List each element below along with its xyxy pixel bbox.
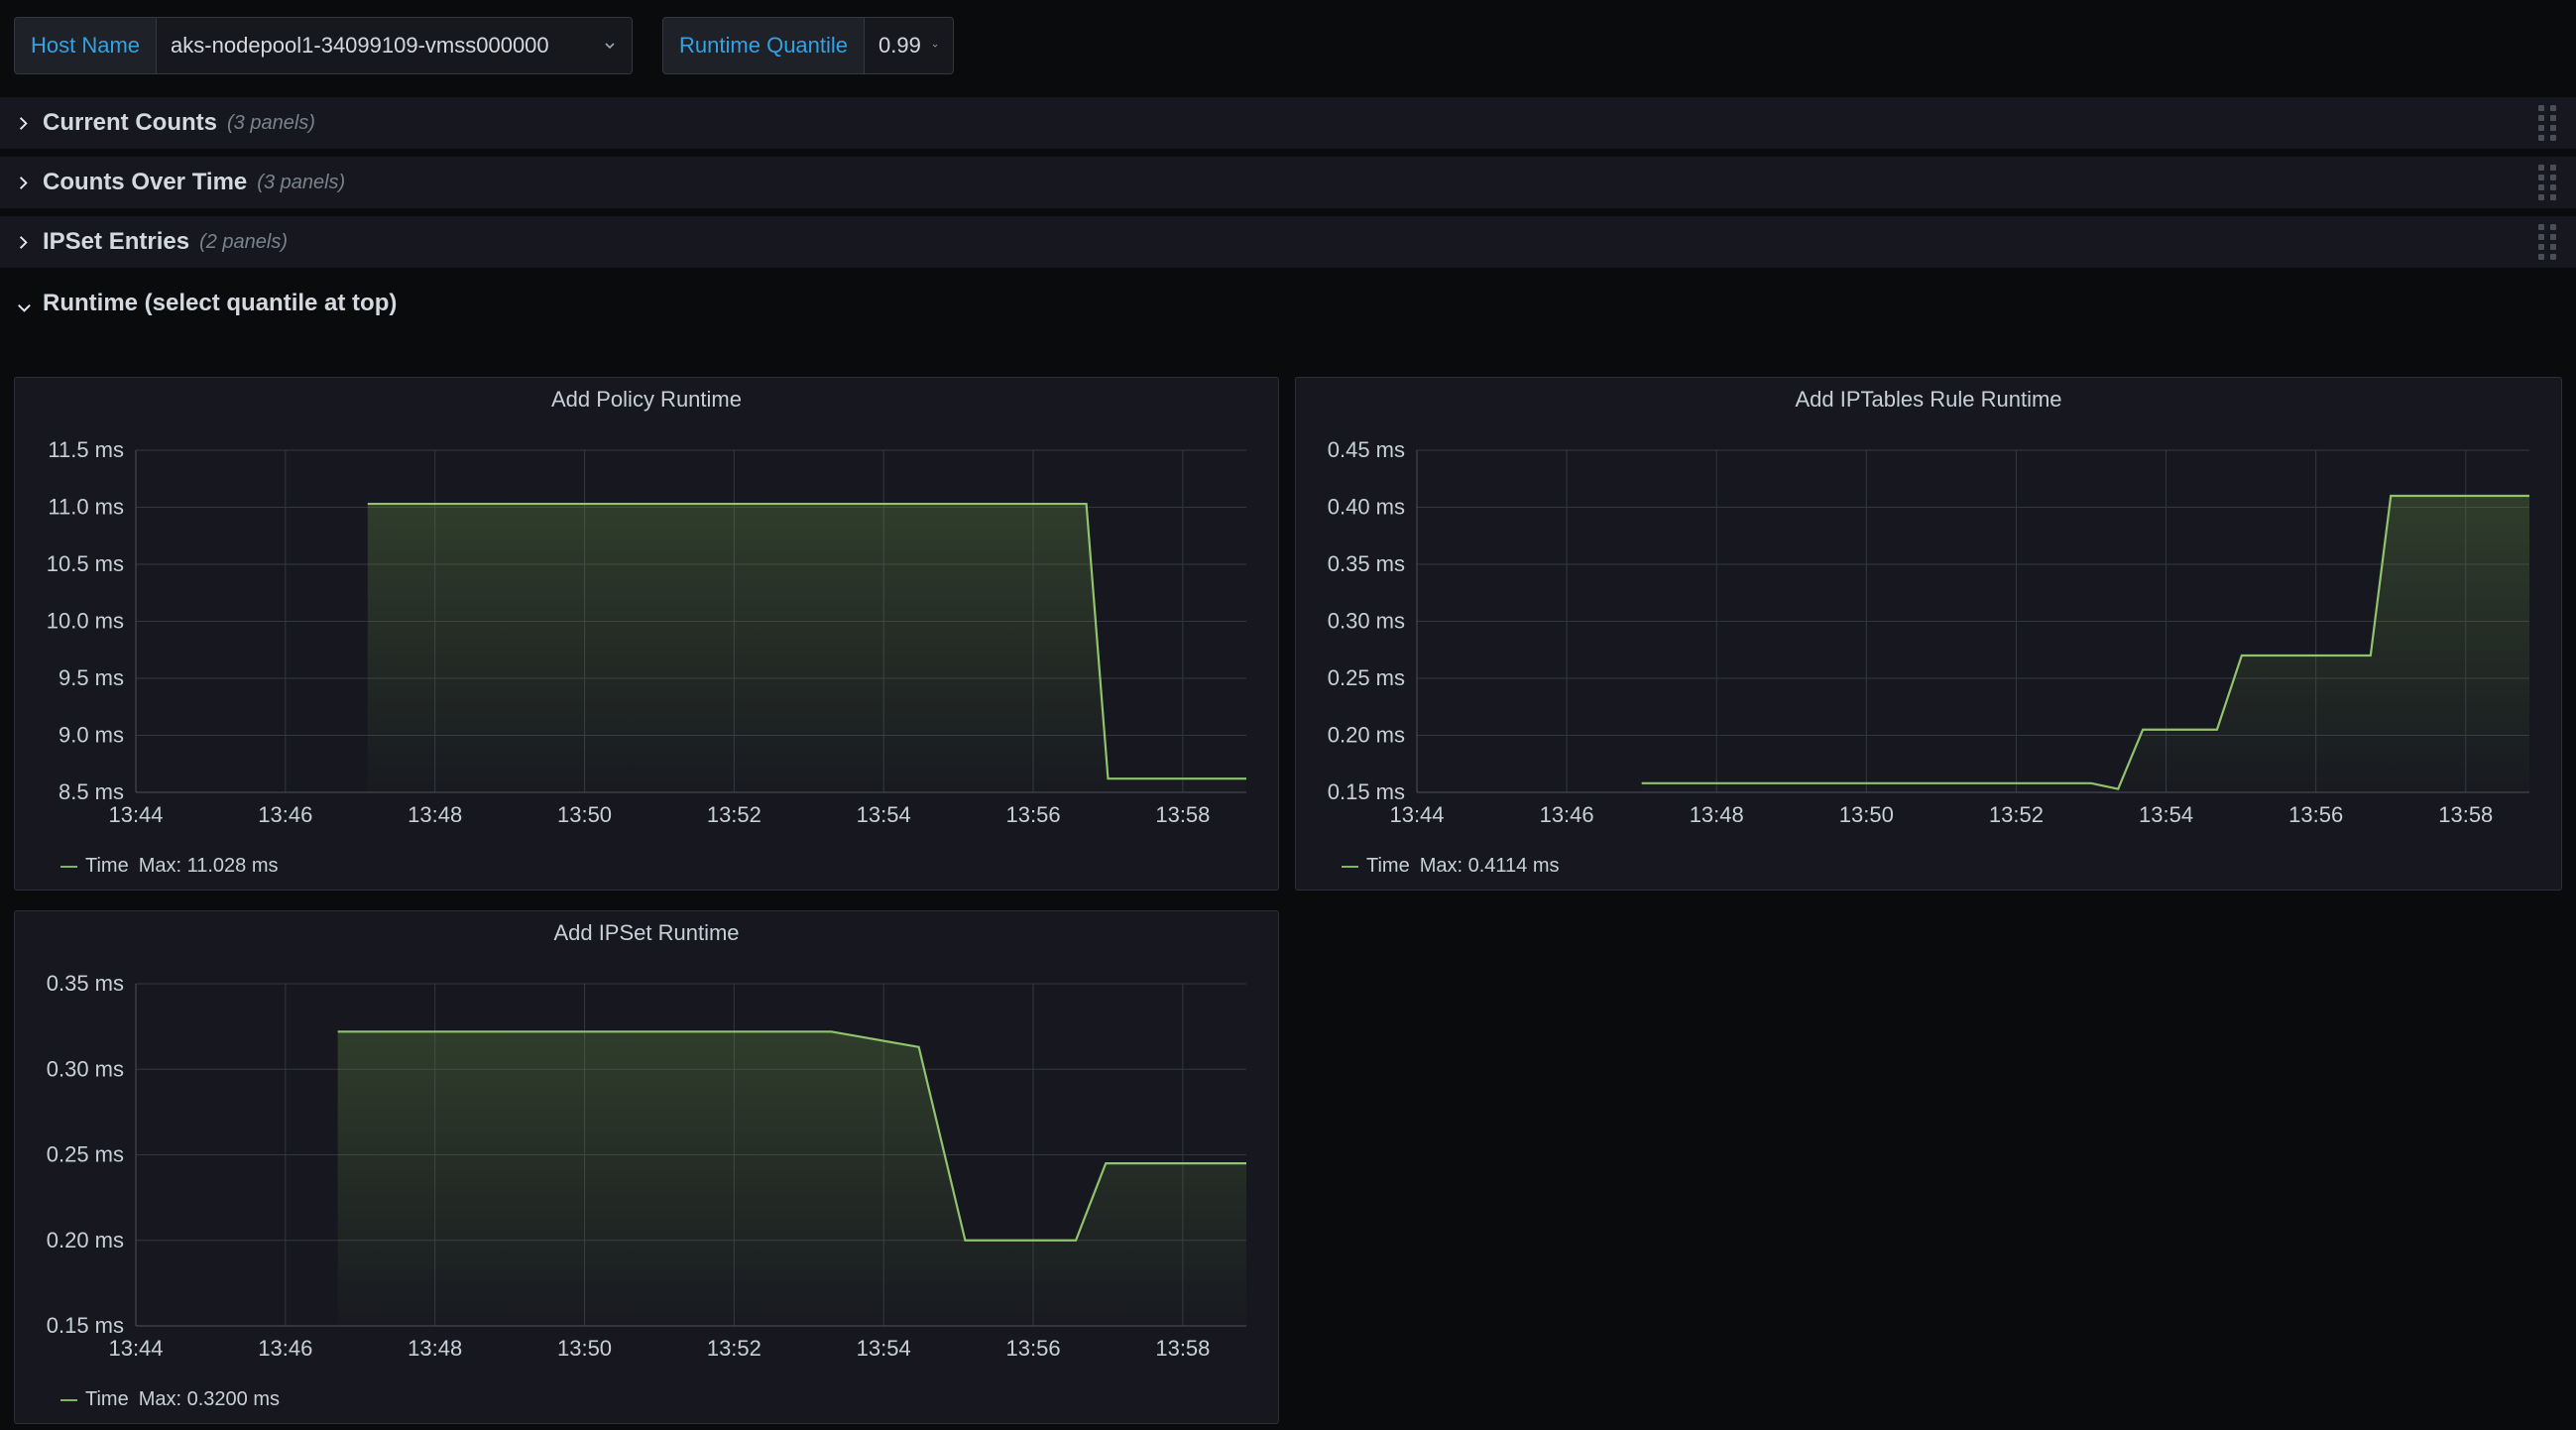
svg-text:13:48: 13:48 [1690, 802, 1744, 827]
svg-text:13:58: 13:58 [2438, 802, 2493, 827]
svg-text:9.5 ms: 9.5 ms [59, 665, 124, 690]
svg-text:13:46: 13:46 [1540, 802, 1594, 827]
svg-text:13:54: 13:54 [2139, 802, 2193, 827]
svg-text:13:52: 13:52 [707, 802, 761, 827]
svg-text:13:48: 13:48 [408, 1336, 462, 1361]
svg-text:11.0 ms: 11.0 ms [48, 495, 124, 520]
svg-text:9.0 ms: 9.0 ms [59, 723, 124, 748]
svg-text:0.30 ms: 0.30 ms [1328, 609, 1405, 634]
svg-text:0.35 ms: 0.35 ms [47, 971, 124, 996]
svg-text:13:56: 13:56 [1006, 802, 1061, 827]
svg-text:0.20 ms: 0.20 ms [47, 1228, 124, 1252]
svg-text:13:58: 13:58 [1155, 802, 1210, 827]
svg-text:13:54: 13:54 [857, 1336, 911, 1361]
svg-text:13:52: 13:52 [1989, 802, 2044, 827]
svg-text:0.45 ms: 0.45 ms [1328, 437, 1405, 462]
svg-text:13:54: 13:54 [857, 802, 911, 827]
svg-text:0.35 ms: 0.35 ms [1328, 551, 1405, 576]
svg-text:0.15 ms: 0.15 ms [1328, 779, 1405, 804]
svg-text:13:44: 13:44 [1389, 802, 1444, 827]
svg-text:13:50: 13:50 [1839, 802, 1894, 827]
svg-text:13:56: 13:56 [1006, 1336, 1061, 1361]
svg-text:13:44: 13:44 [108, 1336, 163, 1361]
svg-text:0.25 ms: 0.25 ms [47, 1142, 124, 1167]
svg-text:13:58: 13:58 [1155, 1336, 1210, 1361]
svg-text:10.5 ms: 10.5 ms [47, 551, 124, 576]
svg-text:13:44: 13:44 [108, 802, 163, 827]
svg-text:0.20 ms: 0.20 ms [1328, 723, 1405, 748]
svg-text:13:50: 13:50 [557, 1336, 612, 1361]
svg-text:11.5 ms: 11.5 ms [48, 437, 124, 462]
svg-text:8.5 ms: 8.5 ms [59, 779, 124, 804]
svg-text:0.30 ms: 0.30 ms [47, 1056, 124, 1081]
svg-text:0.25 ms: 0.25 ms [1328, 665, 1405, 690]
svg-text:0.40 ms: 0.40 ms [1328, 495, 1405, 520]
svg-text:0.15 ms: 0.15 ms [47, 1313, 124, 1338]
svg-text:10.0 ms: 10.0 ms [47, 609, 124, 634]
svg-text:13:52: 13:52 [707, 1336, 761, 1361]
svg-text:13:50: 13:50 [557, 802, 612, 827]
svg-text:13:48: 13:48 [408, 802, 462, 827]
svg-text:13:46: 13:46 [258, 802, 312, 827]
svg-text:13:56: 13:56 [2288, 802, 2343, 827]
svg-text:13:46: 13:46 [258, 1336, 312, 1361]
